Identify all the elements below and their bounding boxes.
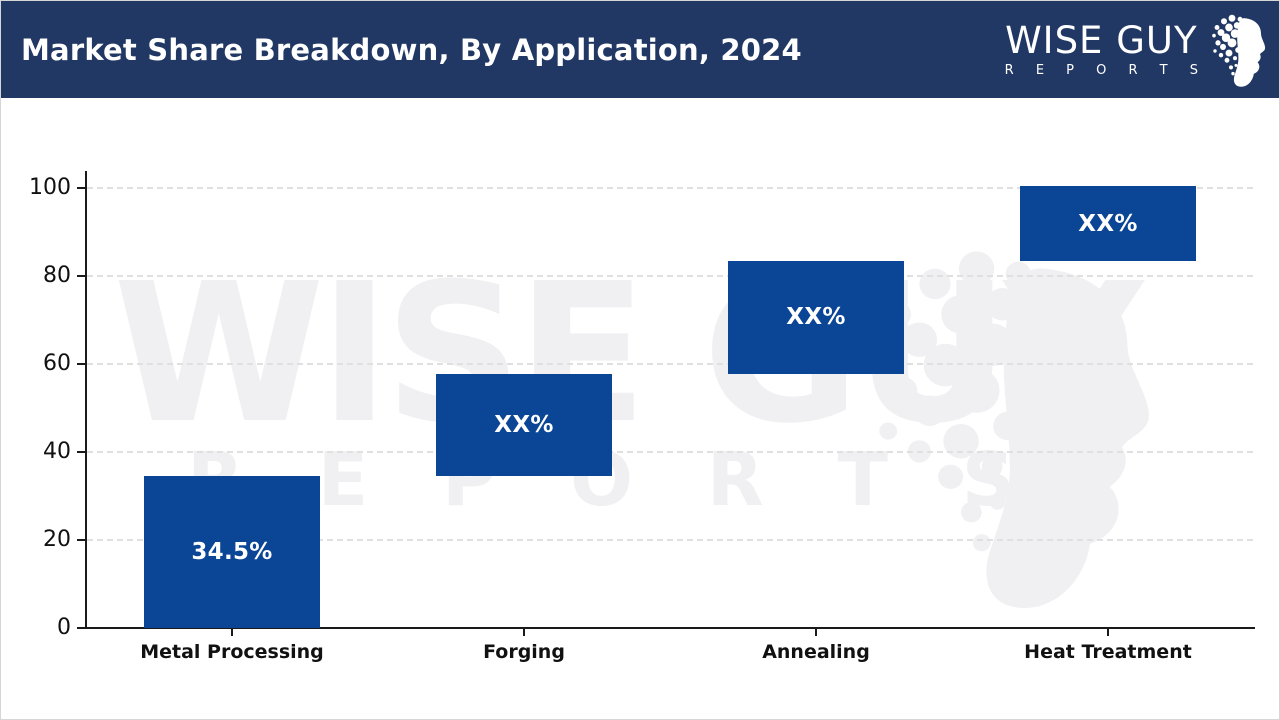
y-tick-80 <box>77 275 85 277</box>
bar-value-label: 34.5% <box>191 539 273 566</box>
y-tick-40 <box>77 451 85 453</box>
category-label: Forging <box>483 641 565 663</box>
y-tick-label-60: 60 <box>43 351 71 376</box>
wiseguy-head-icon <box>1212 14 1266 87</box>
gridline-100 <box>87 187 1253 189</box>
y-tick-20 <box>77 539 85 541</box>
y-axis-line <box>85 171 87 629</box>
category-label: Heat Treatment <box>1024 641 1192 663</box>
y-tick-60 <box>77 363 85 365</box>
y-tick-100 <box>77 187 85 189</box>
bar-metal-processing: 34.5% <box>144 476 320 628</box>
wiseguy-logo-text: WISE GUY R E P O R T S <box>996 22 1207 78</box>
y-tick-label-80: 80 <box>43 263 71 288</box>
x-axis-line <box>85 627 1255 629</box>
header-bar: Market Share Breakdown, By Application, … <box>1 1 1279 98</box>
y-tick-label-40: 40 <box>43 439 71 464</box>
y-tick-label-20: 20 <box>43 527 71 552</box>
bar-heat-treatment: XX% <box>1020 186 1196 262</box>
logo-wordmark: WISE GUY <box>1005 18 1198 62</box>
y-tick-0 <box>77 627 85 629</box>
bar-forging: XX% <box>436 373 612 477</box>
y-tick-label-100: 100 <box>29 175 71 200</box>
gridline-40 <box>87 451 1253 453</box>
y-tick-label-0: 0 <box>57 615 71 640</box>
bar-value-label: XX% <box>786 304 846 331</box>
x-tick-2 <box>815 629 817 636</box>
gridline-80 <box>87 275 1253 277</box>
x-tick-1 <box>523 629 525 636</box>
bar-value-label: XX% <box>494 411 554 438</box>
logo-subtitle: R E P O R T S <box>1004 62 1207 78</box>
category-label: Metal Processing <box>140 641 324 663</box>
category-label: Annealing <box>762 641 870 663</box>
gridline-20 <box>87 539 1253 541</box>
x-tick-0 <box>231 629 233 636</box>
page-title: Market Share Breakdown, By Application, … <box>21 32 802 67</box>
bar-annealing: XX% <box>728 261 904 374</box>
bar-value-label: XX% <box>1078 210 1138 237</box>
x-tick-3 <box>1107 629 1109 636</box>
wiseguy-logo: WISE GUY R E P O R T S <box>996 5 1269 95</box>
gridline-60 <box>87 363 1253 365</box>
